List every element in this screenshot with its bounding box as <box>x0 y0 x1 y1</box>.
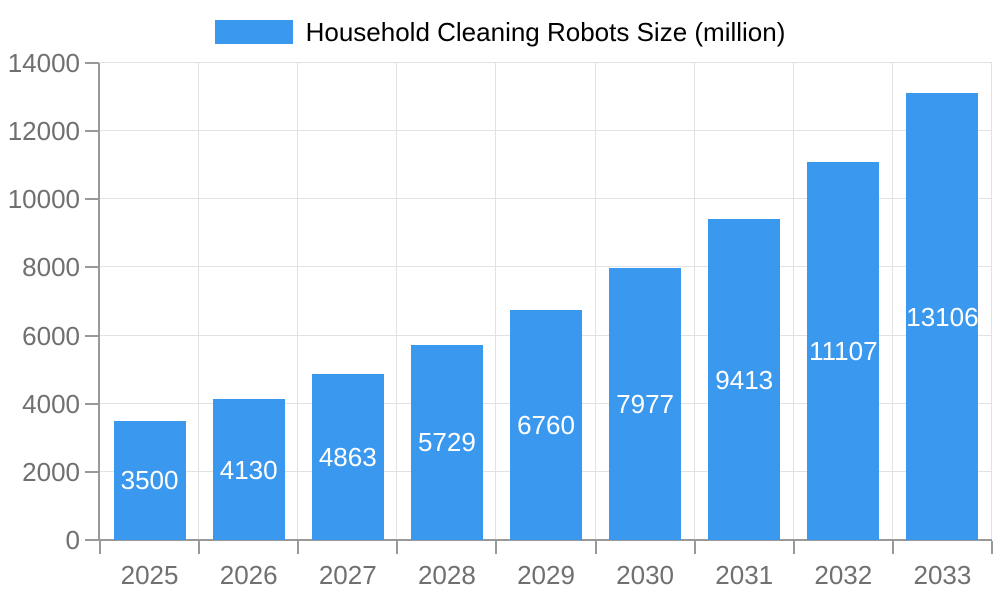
gridline-vertical <box>891 63 893 540</box>
gridline-vertical <box>198 63 200 540</box>
x-axis-tick-label: 2027 <box>318 560 377 590</box>
bar[interactable] <box>609 268 682 540</box>
gridline-vertical <box>594 63 596 540</box>
gridline-horizontal <box>100 130 992 132</box>
x-axis-tick-label: 2025 <box>120 560 179 590</box>
y-axis-tick-label: 0 <box>65 525 80 555</box>
bar-value-label: 11107 <box>809 335 878 366</box>
x-axis-tick <box>198 541 201 554</box>
x-axis-line <box>98 539 992 541</box>
bar[interactable] <box>807 161 880 540</box>
bar[interactable] <box>906 93 979 540</box>
gridline-vertical <box>297 63 299 540</box>
gridline-vertical <box>792 63 794 540</box>
x-axis-tick-label: 2029 <box>517 560 575 590</box>
legend-item[interactable]: Household Cleaning Robots Size (million) <box>0 18 1000 46</box>
x-axis-tick <box>891 541 894 554</box>
gridline-vertical <box>991 63 992 540</box>
gridline-vertical <box>396 63 398 540</box>
x-axis-tick <box>396 541 399 554</box>
y-axis-tick <box>85 130 99 133</box>
gridline-vertical <box>495 63 497 540</box>
y-axis-tick-label: 8000 <box>22 252 80 283</box>
x-axis-tick-label: 2033 <box>913 560 972 590</box>
bar[interactable] <box>708 219 781 540</box>
bar-value-label: 5729 <box>417 427 476 458</box>
y-axis-tick <box>85 198 99 201</box>
bar-value-label: 6760 <box>517 409 575 440</box>
bar-value-label: 9413 <box>715 364 774 395</box>
bar-value-label: 4863 <box>318 442 377 473</box>
y-axis-tick-label: 14000 <box>7 48 80 78</box>
gridline-horizontal <box>100 62 992 63</box>
x-axis-tick-label: 2032 <box>814 560 873 590</box>
x-axis-tick-label: 2026 <box>219 560 278 590</box>
gridline-horizontal <box>100 198 992 200</box>
bar[interactable] <box>311 374 384 540</box>
gridline-vertical <box>693 63 695 540</box>
gridline-horizontal <box>100 266 992 268</box>
y-axis-tick-label: 12000 <box>7 116 80 147</box>
y-axis-tick-label: 6000 <box>22 320 80 351</box>
x-axis-tick <box>792 541 795 554</box>
legend-label[interactable]: Household Cleaning Robots Size (million) <box>305 17 786 47</box>
bar-value-label: 7977 <box>616 389 675 420</box>
x-axis-tick <box>991 541 993 554</box>
x-axis-tick <box>693 541 696 554</box>
x-axis-tick <box>297 541 300 554</box>
bar[interactable] <box>510 309 582 540</box>
x-axis-tick-label: 2030 <box>616 560 675 590</box>
bar[interactable] <box>113 420 186 540</box>
y-axis-tick <box>85 539 99 541</box>
bar[interactable] <box>212 399 285 540</box>
bar-value-label: 13106 <box>906 301 979 332</box>
x-axis-tick <box>594 541 597 554</box>
y-axis-tick <box>85 266 99 269</box>
y-axis-tick-label: 2000 <box>22 456 80 487</box>
y-axis-tick-label: 10000 <box>7 184 80 215</box>
y-axis-tick <box>85 62 99 64</box>
y-axis-tick-label: 4000 <box>22 388 80 419</box>
bar-value-label: 4130 <box>219 454 278 485</box>
y-axis-tick <box>85 470 99 473</box>
bar[interactable] <box>410 344 483 540</box>
x-axis-tick <box>99 541 101 554</box>
y-axis-tick <box>85 402 99 405</box>
legend-swatch[interactable] <box>214 20 293 44</box>
y-axis-line <box>98 63 100 540</box>
x-axis-tick-label: 2028 <box>417 560 476 590</box>
x-axis-tick <box>495 541 498 554</box>
bar-value-label: 3500 <box>120 465 179 496</box>
x-axis-tick-label: 2031 <box>715 560 774 590</box>
y-axis-tick <box>85 334 99 337</box>
